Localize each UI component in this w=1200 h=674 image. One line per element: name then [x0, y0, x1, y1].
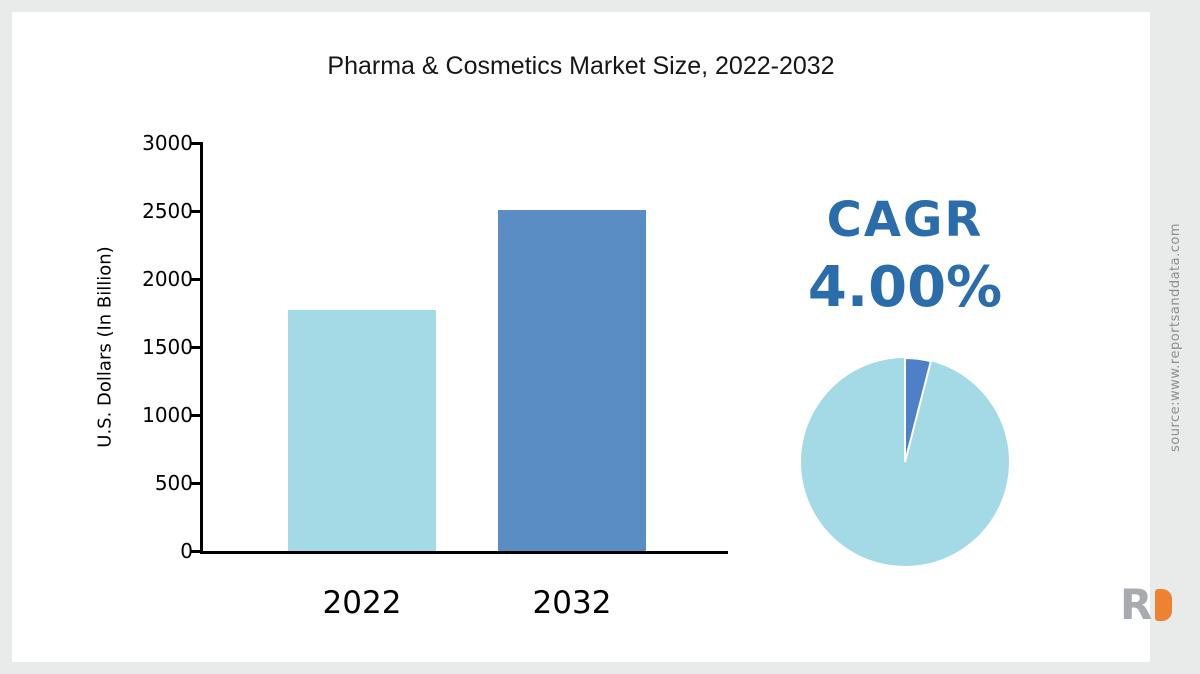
y-axis-label: U.S. Dollars (In Billion): [94, 246, 116, 448]
bar-2032: [498, 209, 646, 551]
y-axis-tick: [190, 549, 203, 553]
cagr-label: CAGR: [826, 192, 984, 248]
y-axis-tick: [190, 209, 203, 213]
y-axis-tick: [190, 481, 203, 485]
y-axis-tick: [190, 141, 203, 145]
cagr-pie-chart: [795, 352, 1015, 572]
y-axis-tick-label: 1500: [142, 335, 193, 359]
source-strip: source:www.reportsanddata.com: [1150, 0, 1200, 674]
y-axis-tick-label: 0: [180, 539, 193, 563]
y-axis-tick-label: 2000: [142, 267, 193, 291]
bar-chart-plot-area: 0 500 1000 1500 2000 2500 3000 2022 2032: [142, 131, 728, 621]
cagr-value: 4.00%: [807, 254, 1003, 320]
y-axis-tick-label: 3000: [142, 131, 193, 155]
cagr-block: CAGR 4.00%: [750, 194, 1060, 318]
y-axis-tick-label: 500: [154, 471, 193, 495]
source-attribution: source:www.reportsanddata.com: [1167, 222, 1183, 452]
y-axis-tick: [190, 413, 203, 417]
y-axis-tick-label: 2500: [142, 199, 193, 223]
x-axis-label: 2032: [532, 585, 612, 621]
bar-2022: [288, 310, 436, 551]
chart-title: Pharma & Cosmetics Market Size, 2022-203…: [327, 52, 835, 80]
pie-cagr-slice: [904, 356, 933, 463]
y-axis-tick: [190, 277, 203, 281]
logo-letter-r: R: [1120, 580, 1153, 629]
y-axis-tick-label: 1000: [142, 403, 193, 427]
chart-panel: Pharma & Cosmetics Market Size, 2022-203…: [12, 12, 1173, 662]
logo-d-shape: [1155, 589, 1173, 621]
x-axis-label: 2022: [322, 585, 402, 621]
brand-logo: R: [1120, 580, 1173, 629]
pie-svg: [801, 356, 1009, 566]
y-axis-tick: [190, 345, 203, 349]
